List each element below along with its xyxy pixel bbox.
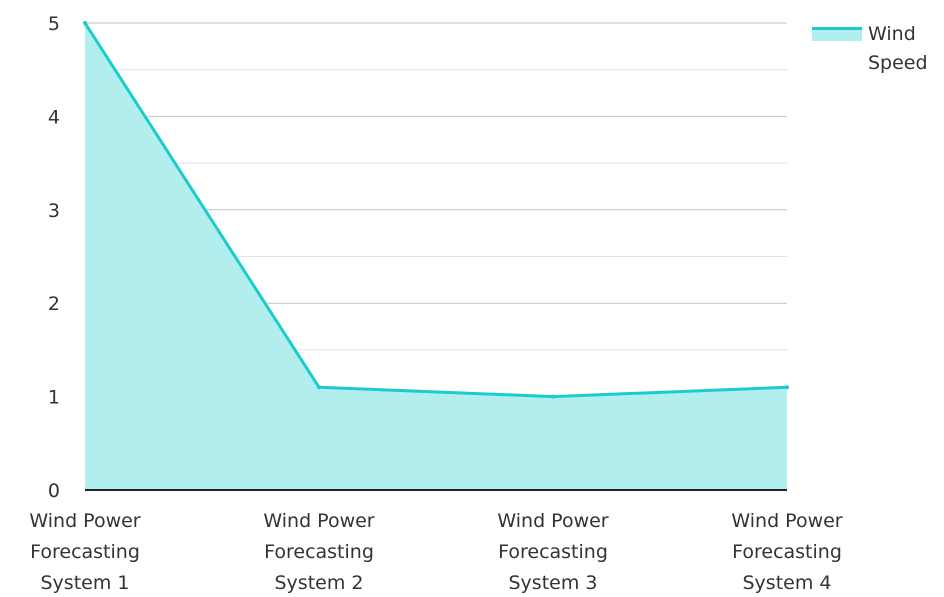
y-tick-label: 0 [48, 480, 60, 502]
data-point [317, 385, 321, 390]
data-points [83, 21, 789, 399]
legend-label-wind-speed: Wind Speed [868, 23, 928, 74]
y-axis-tick-labels: 0 1 2 3 4 5 [48, 13, 60, 502]
y-tick-label: 2 [48, 293, 60, 315]
data-point [83, 21, 87, 25]
data-point [785, 385, 789, 390]
y-tick-label: 5 [48, 13, 60, 35]
series-area-fill [85, 23, 787, 490]
series-line [83, 22, 788, 399]
y-tick-label: 3 [48, 200, 60, 222]
y-tick-label: 4 [48, 106, 60, 128]
legend: Wind Speed [812, 20, 944, 78]
x-axis-tick-labels: Wind Power Forecasting System 1 Wind Power F… [29, 510, 842, 594]
x-tick-label: Wind Power Forecasting System 2 [263, 510, 374, 594]
data-point [551, 394, 555, 399]
legend-swatch [812, 27, 862, 41]
x-tick-label: Wind Power Forecasting System 1 [29, 510, 140, 594]
x-tick-label: Wind Power Forecasting System 4 [731, 510, 842, 594]
x-tick-label: Wind Power Forecasting System 3 [497, 510, 608, 594]
y-tick-label: 1 [48, 387, 60, 409]
